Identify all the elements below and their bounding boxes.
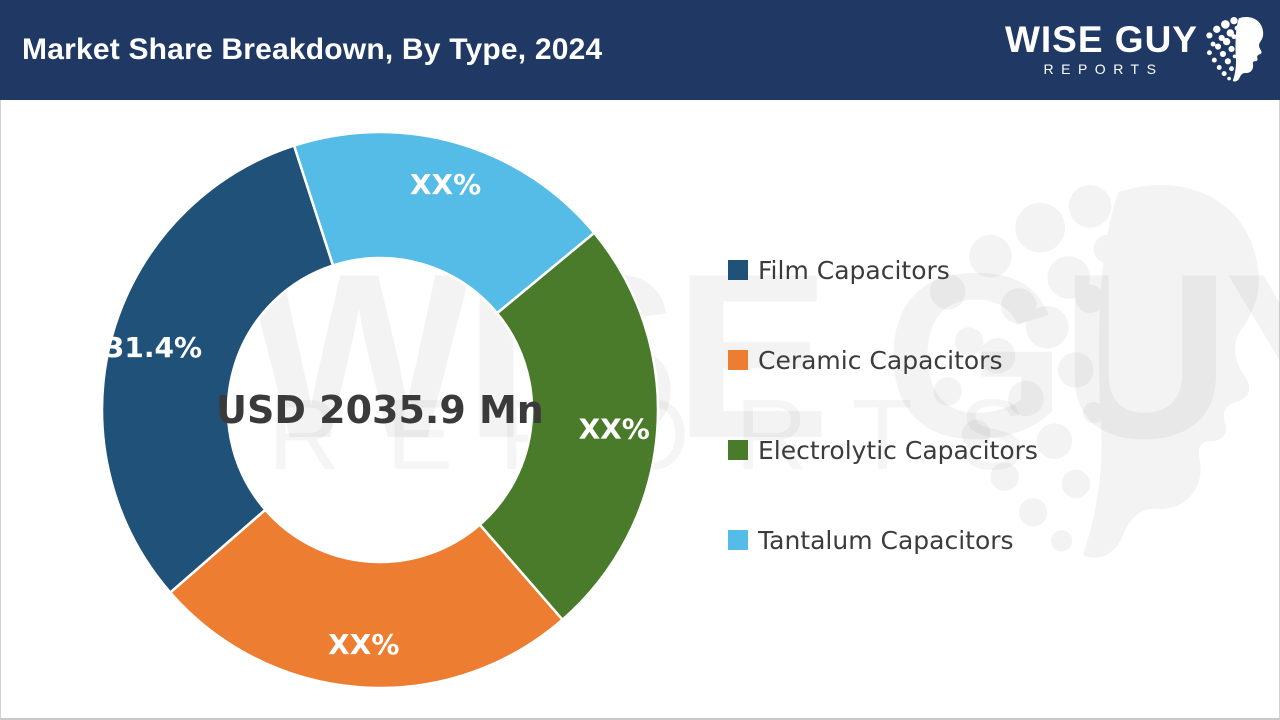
header-bar: Market Share Breakdown, By Type, 2024 WI… (0, 0, 1280, 100)
chart-legend: Film Capacitors Ceramic Capacitors Elect… (728, 255, 1038, 555)
legend-label-electrolytic: Electrolytic Capacitors (758, 435, 1038, 465)
legend-item-film-capacitors: Film Capacitors (728, 255, 1038, 285)
donut-slice-electrolytic-capacitors (478, 231, 660, 621)
donut-slice-film-capacitors (100, 144, 335, 594)
legend-item-electrolytic-capacitors: Electrolytic Capacitors (728, 435, 1038, 465)
legend-swatch-ceramic (728, 350, 748, 370)
wiseguy-logo: WISE GUY REPORTS (1005, 8, 1266, 90)
wiseguy-face-icon (1202, 8, 1266, 90)
chart-area: WISE GUY REPORTS 31.4%XX%XX%XX% USD 2035… (0, 100, 1280, 720)
legend-label-tantalum: Tantalum Capacitors (758, 525, 1014, 555)
slice-label-film-capacitors: 31.4% (105, 331, 202, 364)
legend-label-film: Film Capacitors (758, 255, 950, 285)
donut-chart: 31.4% XX% XX% XX% (100, 130, 660, 690)
logo-wordmark-line1: WISE GUY (1004, 19, 1198, 61)
legend-swatch-electrolytic (728, 440, 748, 460)
legend-swatch-tantalum (728, 530, 748, 550)
logo-wordmark-line2: REPORTS (1043, 60, 1164, 77)
chart-center-value: USD 2035.9 Mn (216, 388, 544, 432)
slice-label-electrolytic-capacitors: XX% (579, 413, 650, 446)
donut-slice-ceramic-capacitors (169, 508, 564, 690)
slice-label-ceramic-capacitors: XX% (328, 628, 399, 661)
legend-swatch-film (728, 260, 748, 280)
slice-label-tantalum-capacitors: XX% (410, 168, 481, 201)
donut-slice-tantalum-capacitors (292, 130, 596, 315)
legend-item-tantalum-capacitors: Tantalum Capacitors (728, 525, 1038, 555)
page-title: Market Share Breakdown, By Type, 2024 (22, 33, 603, 66)
logo-wordmark: WISE GUY REPORTS (1004, 19, 1198, 77)
legend-label-ceramic: Ceramic Capacitors (758, 345, 1003, 375)
legend-item-ceramic-capacitors: Ceramic Capacitors (728, 345, 1038, 375)
